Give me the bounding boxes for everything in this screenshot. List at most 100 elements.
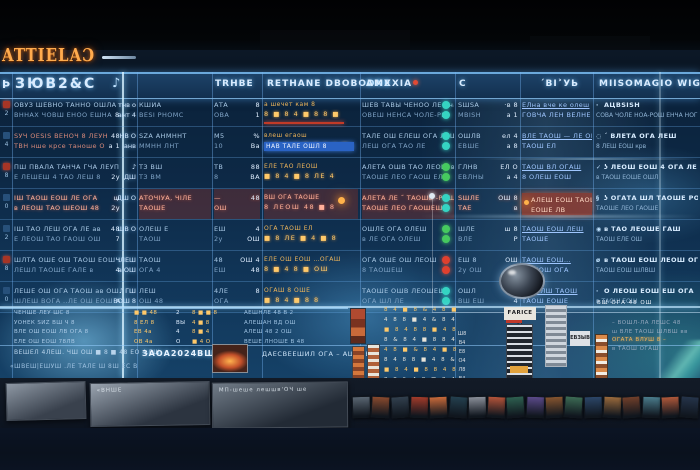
mini-table-row[interactable]: УОНЕК ЅИZ ВШ Ч 8 8 ЕЛ 8 ВЫ 4 ■ 8 АЛЕШАН ВД О… xyxy=(0,319,348,329)
row-index-cell: 2 xyxy=(0,96,13,126)
amx-line-2: ЛЕШ ОГА ТАО ЛЕ xyxy=(362,142,426,150)
amx-line-1: ТАЛЕ ОШ ЕЛЕШ ОГА ЛЕШ xyxy=(362,132,454,140)
highlighted-link-panel[interactable]: АЛЕШ ЕОШ ТАОШ ЕОШЕ ЛВ xyxy=(522,193,592,215)
list-card-thumbnail[interactable] xyxy=(506,324,533,382)
c-line-1: ОШЛВ ел 4 xyxy=(458,131,518,141)
filmstrip-thumbnail[interactable] xyxy=(563,395,585,419)
mini-table-row[interactable]: ЧЕНШЕ ЛЕУ ШС 8 ■ ■ 48 2 8 ■ ■ 8 АЕШНЛЕ 48 В … xyxy=(0,309,348,319)
link-cell: ТАОШ ЕОШ ЛЕШ ТАОШЕ xyxy=(522,220,592,250)
cell-number: а 4 xyxy=(506,173,518,181)
status-circle-icon[interactable] xyxy=(442,163,450,171)
vstrip-glyph: О4 xyxy=(458,358,466,364)
small-white-card[interactable]: ЕВЗЫВ xyxy=(570,331,590,346)
status-circle-icon[interactable] xyxy=(442,266,450,274)
cell-number: 48 xyxy=(111,132,120,140)
column-header-c[interactable]: C xyxy=(459,79,467,89)
row-status-glyph-icon: · xyxy=(596,288,599,295)
status-circle-icon[interactable] xyxy=(442,142,450,150)
filmstrip-thumbnail[interactable] xyxy=(351,395,372,419)
status-icon-cell xyxy=(440,254,452,280)
column-header-trhbe[interactable]: ТRНВЕ xyxy=(215,79,254,89)
right-line-2: СОВА ЧОЛЕ НОА-РОШ ЕНЧА НОГ ана xyxy=(596,112,698,119)
fire-thumbnail[interactable] xyxy=(212,344,248,373)
mini-cell: ЧЕНШЕ ЛЕУ ШС 8 xyxy=(14,310,70,316)
screen-panel-thumbnail[interactable]: «ВНШЕ xyxy=(89,380,211,428)
mini-cell: 8 ■ ■ 8 xyxy=(192,310,218,316)
column-header-by[interactable]: ´ВІ˃УЬ xyxy=(540,79,580,89)
grid-vline xyxy=(212,72,213,378)
status-circle-icon[interactable] xyxy=(442,194,450,202)
table-row[interactable]: 4 ЅУЧ ОЕЅІЅ ВЕНОЧ 8 ЛЕУН 48 ТВН нше крсе та… xyxy=(0,127,700,158)
cell-number: 2у xyxy=(111,204,120,212)
numeric-pair-cell: М5% 10 Ва xyxy=(214,127,260,157)
cell-number: 8 xyxy=(255,287,260,295)
screen-panel-thumbnail[interactable] xyxy=(5,380,87,422)
link-line-1[interactable]: ЕЛна вче ке олеш xyxy=(522,101,590,109)
status-circle-icon[interactable] xyxy=(442,132,450,140)
status-circle-icon[interactable] xyxy=(442,235,450,243)
mini-table-row[interactable]: ЕЛЕ ОШ ЕОШ 78ЛВ ОВ 4а О ■ 4 О ВЕШЕ ЛНОШЕ В 4… xyxy=(0,338,348,348)
main-text-cell: ПШ ПВАЛА ТАНЧА ГЧА ЛЕУП48Е ЛЕШЕШ 4 ТАО Л… xyxy=(14,158,120,188)
filmstrip-thumbnail[interactable] xyxy=(409,395,430,419)
status-circle-icon[interactable] xyxy=(442,101,450,109)
table-row[interactable]: 2 ОВУЗ ШЕВНО ТАННО ОШЛА нв11 8ВННАХ ЧОВШ … xyxy=(0,96,700,127)
filmstrip-thumbnail[interactable] xyxy=(525,395,546,419)
striped-card-thumbnail[interactable] xyxy=(595,334,608,382)
num-line-2: ОВА 1 xyxy=(214,110,260,120)
cell-number: 1 xyxy=(255,111,260,119)
status-circle-icon[interactable] xyxy=(442,173,450,181)
light-card-thumbnail[interactable] xyxy=(545,305,567,367)
num-line-2: 10 Ва xyxy=(214,141,260,151)
status-circle-icon[interactable] xyxy=(442,256,450,264)
mini-cell: ВЕШЕ ЛНОШЕ В 48 xyxy=(244,338,305,345)
link-line-1[interactable]: ВЛЕ ТАОШ — ЛЕ ОГАШ xyxy=(522,132,592,140)
led-selected-bar[interactable]: НАВ ТАЛЕ ОШЛ 8 xyxy=(264,142,354,151)
table-row[interactable]: 2 ІШ ТАО ЛЕШ ОГА ЛЕ ав 48 Е ЛЕОШ ТАО ГАОШ О… xyxy=(0,220,700,251)
num-line-2: ЕШ 48 xyxy=(214,265,260,275)
main-line-1: ОВУЗ ШЕВНО ТАННО ОШЛА нв11 8 xyxy=(14,100,120,110)
grid-vline xyxy=(137,72,138,378)
filmstrip-thumbnail[interactable] xyxy=(447,395,469,419)
status-circle-icon[interactable] xyxy=(442,287,450,295)
status-circle-icon[interactable] xyxy=(442,111,450,119)
c-line-1: ЅШЅА ·в 8 xyxy=(458,100,518,110)
row-marker-chip xyxy=(3,101,10,108)
screen-panel-thumbnail[interactable]: МП-шеше лешшв'ОЧ ше xyxy=(211,381,349,429)
filmstrip-thumbnail[interactable] xyxy=(544,395,565,419)
filmstrip-thumbnail[interactable] xyxy=(486,395,507,419)
card-stack-thumbnail[interactable] xyxy=(350,308,366,344)
column-header-main[interactable]: ЗЮВ2&С xyxy=(15,76,97,92)
num-line-1: — 48 xyxy=(214,193,260,203)
filmstrip-thumbnail[interactable] xyxy=(428,395,449,419)
link-line-1[interactable]: ТАОШ ЕОШ… xyxy=(522,256,571,264)
status-circle-icon[interactable] xyxy=(442,225,450,233)
link-line-1[interactable]: ´Ь ШЛШ ТАОШ xyxy=(522,287,578,295)
column-header-amxxia[interactable]: AMXXIA xyxy=(366,79,413,89)
filmstrip-thumbnail[interactable] xyxy=(370,395,391,419)
filmstrip-thumbnail[interactable] xyxy=(505,395,527,419)
cell-text: ТВН нше крсе таноше О xyxy=(14,142,105,150)
filmstrip-thumbnail[interactable] xyxy=(641,395,661,419)
filmstrip-thumbnail[interactable] xyxy=(602,395,623,419)
farice-card[interactable]: FАRІСЕ ʃ! xyxy=(504,307,536,328)
table-row[interactable]: 8 ПШ ПВАЛА ТАНЧА ГЧА ЛЕУП48Е ЛЕШЕШ 4 ТАО … xyxy=(0,158,700,189)
link-line-1[interactable]: ТАОШ ВЛ ОГАШ xyxy=(522,163,582,171)
mini-cell: 8 ЕЛ 8 xyxy=(134,319,155,326)
mini-table-row[interactable]: ВЛЕ ОШ ЕОШ ЛВ ОГА 8 ЕВ 4а 4 8 ■ 4 АЛЕШ 48 2 … xyxy=(0,328,348,338)
filmstrip-thumbnail[interactable] xyxy=(389,395,411,419)
filmstrip-thumbnail[interactable] xyxy=(679,395,700,419)
filmstrip-thumbnail[interactable] xyxy=(660,395,681,419)
filmstrip-thumbnail[interactable] xyxy=(583,395,603,419)
table-row[interactable]: 0 ІШ ТАОШ ЕОШ ЛЕ ОГА ш в ЛЕОШ ТАО ШЕОШ 48 2у… xyxy=(0,189,700,220)
tag-line: НВ О xyxy=(119,132,136,140)
status-circle-icon[interactable] xyxy=(442,204,450,212)
filmstrip-thumbnail[interactable] xyxy=(467,395,488,419)
mini-cell: О xyxy=(176,338,181,345)
column-header-misomagio[interactable]: MIISOMAGIO WIG xyxy=(599,79,700,89)
column-header-rethane[interactable]: RETHANE DBOBODNE xyxy=(267,79,392,89)
main-text-cell: ІШ ТАОШ ЕОШ ЛЕ ОГА ш в ЛЕОШ ТАО ШЕОШ 48 2у xyxy=(14,189,120,219)
link-line-1[interactable]: ТАОШ ЕОШ ЛЕШ xyxy=(522,225,584,233)
filmstrip-thumbnail[interactable] xyxy=(621,395,642,419)
status-circle-icon[interactable] xyxy=(442,297,450,305)
